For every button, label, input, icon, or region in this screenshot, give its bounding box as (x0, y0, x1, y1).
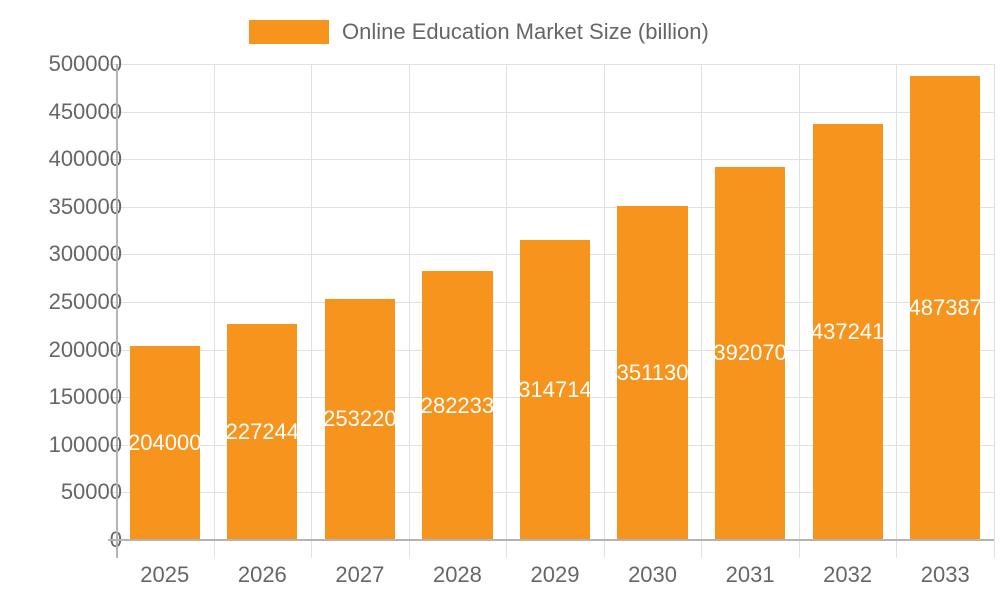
legend[interactable]: Online Education Market Size (billion) (249, 19, 709, 45)
bar-value-label: 437241 (810, 318, 885, 344)
y-tick-label: 100000 (48, 431, 122, 457)
bar-2027[interactable] (324, 298, 395, 540)
gridline-vertical (701, 64, 702, 558)
x-tick-label: 2026 (237, 562, 287, 587)
gridline-horizontal (108, 112, 994, 113)
y-tick-label: 350000 (48, 193, 122, 219)
y-axis (116, 64, 118, 558)
bar-2033[interactable] (910, 76, 981, 540)
gridline-vertical (214, 64, 215, 558)
bar-2026[interactable] (227, 323, 298, 540)
y-tick-label: 200000 (48, 336, 122, 362)
bar-2028[interactable] (422, 271, 493, 540)
bar-value-label: 351130 (616, 359, 689, 385)
gridline-vertical (311, 64, 312, 558)
gridline-horizontal (108, 64, 994, 65)
gridline-vertical (604, 64, 605, 558)
gridline-vertical (896, 64, 897, 558)
x-tick-label: 2025 (140, 562, 190, 587)
y-tick-label: 500000 (48, 51, 122, 76)
gridline-horizontal (108, 207, 994, 208)
bar-2025[interactable] (129, 345, 200, 540)
bar-2029[interactable] (519, 240, 591, 540)
y-tick-label: 300000 (48, 241, 122, 267)
x-tick-label: 2031 (725, 562, 775, 587)
bar-value-label: 282233 (420, 392, 495, 418)
bar-value-label: 392070 (713, 340, 787, 366)
bar-value-label: 314714 (518, 377, 592, 403)
y-tick-label: 250000 (48, 289, 122, 314)
x-tick-label: 2033 (920, 562, 970, 587)
x-tick-label: 2029 (530, 562, 580, 587)
x-tick-label: 2028 (432, 562, 482, 587)
bar-value-label: 204000 (128, 429, 202, 455)
legend-label: Online Education Market Size (billion) (342, 19, 709, 44)
gridline-vertical (506, 64, 507, 558)
gridline-vertical (994, 64, 995, 558)
x-tick-label: 2027 (335, 562, 385, 587)
y-tick-label: 150000 (48, 384, 122, 410)
bar-value-label: 227244 (225, 418, 300, 444)
x-tick-label: 2032 (823, 562, 873, 587)
legend-swatch (249, 20, 329, 44)
y-tick-label: 400000 (48, 146, 122, 172)
bar-value-label: 487387 (908, 295, 982, 320)
bar-2031[interactable] (714, 166, 786, 540)
gridline-vertical (799, 64, 800, 558)
bar-value-label: 253220 (323, 406, 397, 432)
x-axis (108, 539, 994, 541)
gridline-vertical (409, 64, 410, 558)
gridline-horizontal (108, 159, 994, 160)
x-tick-label: 2030 (628, 562, 678, 587)
y-tick-label: 50000 (60, 479, 122, 505)
bar-2032[interactable] (812, 123, 883, 540)
y-tick-label: 450000 (48, 98, 122, 124)
bar-2030[interactable] (617, 205, 688, 540)
